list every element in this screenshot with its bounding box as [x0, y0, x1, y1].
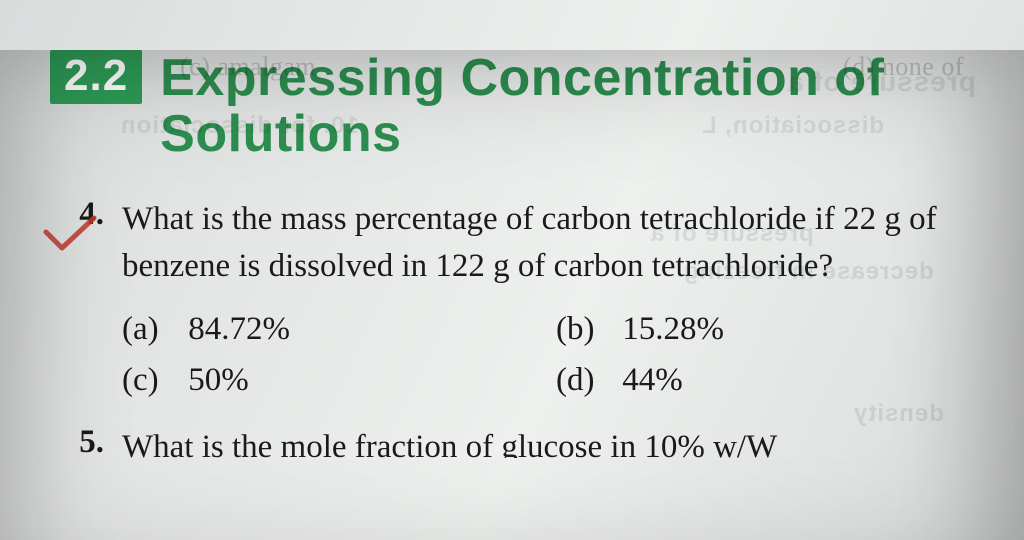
option-d: (d) 44% — [556, 355, 990, 406]
option-d-value: 44% — [622, 362, 683, 398]
bleed-through-text: pressure of a — [787, 66, 976, 98]
option-c-value: 50% — [188, 362, 249, 398]
question-text: What is the mole fraction of glucose in … — [122, 424, 990, 458]
option-b: (b) 15.28% — [556, 304, 990, 355]
question-number: 5. — [79, 424, 104, 458]
bleed-through-text: decrease in freezing — [683, 258, 934, 286]
bleed-through-text: 10. for dissociation — [120, 112, 359, 140]
bleed-through-text: dissociation, L — [701, 112, 884, 140]
bleed-through-text: density — [853, 400, 944, 428]
bleed-through-text: pressure of a — [650, 220, 814, 248]
option-b-value: 15.28% — [622, 311, 724, 347]
option-c: (c) 50% — [122, 355, 556, 406]
option-row-2: (c) 50% (d) 44% — [122, 355, 990, 406]
question-4-options: (a) 84.72% (b) 15.28% (c) 50% (d) 44% — [122, 304, 990, 406]
option-a-value: 84.72% — [188, 311, 290, 347]
option-d-label: (d) — [556, 355, 614, 406]
option-a-label: (a) — [122, 304, 180, 355]
option-a: (a) 84.72% — [122, 304, 556, 355]
prev-option-c: (c) amalgam — [180, 52, 316, 82]
question-number-wrap: 5. — [50, 424, 104, 458]
question-number-wrap: 4. — [50, 196, 104, 233]
option-c-label: (c) — [122, 355, 180, 406]
option-b-label: (b) — [556, 304, 614, 355]
question-5-partial: 5. What is the mole fraction of glucose … — [50, 424, 990, 458]
option-row-1: (a) 84.72% (b) 15.28% — [122, 304, 990, 355]
checkmark-icon — [40, 214, 100, 254]
textbook-page: (c) amalgam (d) none of pressure of a 10… — [0, 50, 1024, 540]
